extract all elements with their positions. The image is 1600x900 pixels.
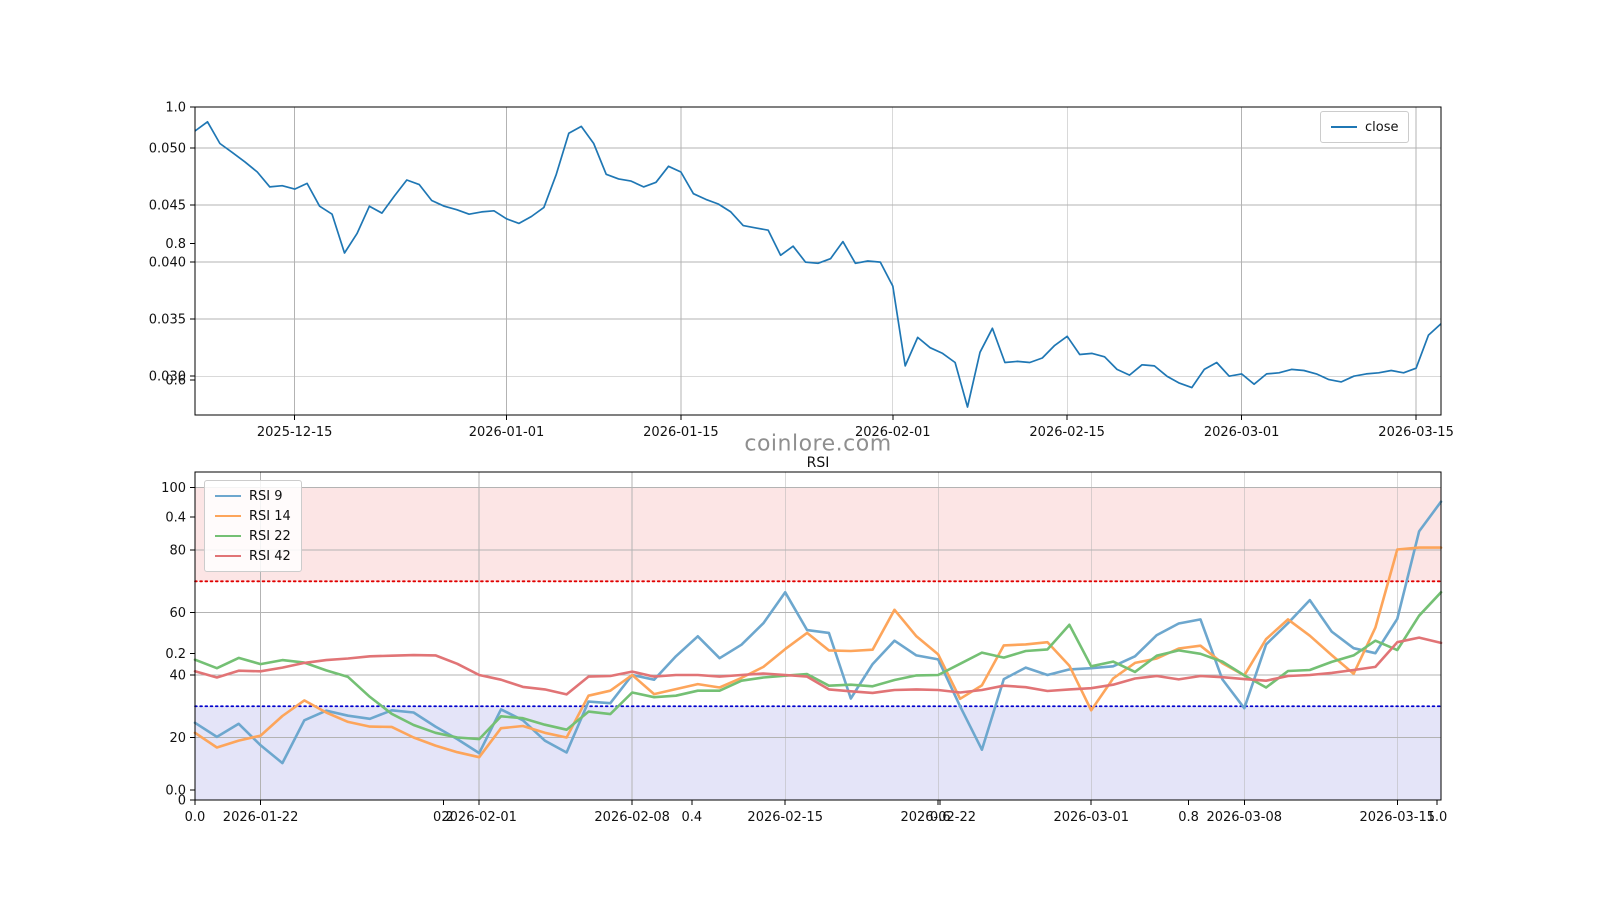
- price-y-tick-label: 0.050: [149, 142, 186, 157]
- legend-item-rsi42: RSI 42: [215, 546, 291, 566]
- price-axes-frame: [194, 106, 1442, 416]
- overbought-band: [195, 487, 1441, 582]
- price-x-tick-label: 2025-12-15: [257, 425, 333, 440]
- rsi9-line-sample: [215, 495, 241, 497]
- legend-label-close: close: [1365, 119, 1399, 135]
- overlay-y-tick-label: 0.8: [165, 237, 186, 252]
- rsi-y-tick-label: 40: [169, 669, 186, 684]
- rsi22-line-sample: [215, 535, 241, 537]
- close-line-sample: [1331, 126, 1357, 128]
- price-x-tick-label: 2026-02-01: [855, 425, 931, 440]
- rsi-9-line: [193, 500, 1443, 765]
- rsi-x-tick-label: 2026-02-01: [441, 810, 517, 825]
- rsi-y-tick-label: 80: [169, 544, 186, 559]
- legend-label-rsi9: RSI 9: [249, 488, 283, 504]
- price-y-tick-label: 0.045: [149, 199, 186, 214]
- close-line: [194, 120, 1442, 408]
- rsi-y-tick-label: 60: [169, 606, 186, 621]
- price-y-tick-label: 0.035: [149, 313, 186, 328]
- overlay-x-tick-label: 0.4: [681, 810, 702, 825]
- overlay-y-tick-label: 1.0: [165, 101, 186, 116]
- overlay-x-tick-label: 0.6: [930, 810, 951, 825]
- legend-label-rsi14: RSI 14: [249, 508, 291, 524]
- overlay-y-tick-label: 0.0: [165, 784, 186, 799]
- rsi-legend: RSI 9 RSI 14 RSI 22 RSI 42: [204, 480, 302, 572]
- rsi42-line-sample: [215, 555, 241, 557]
- rsi-x-tick-label: 2026-03-01: [1053, 810, 1129, 825]
- price-y-tick-label: 0.040: [149, 256, 186, 271]
- price-x-tick-label: 2026-01-15: [643, 425, 719, 440]
- overlay-y-tick-label: 0.4: [165, 510, 186, 525]
- legend-item-close: close: [1331, 117, 1398, 137]
- price-x-tick-label: 2026-02-15: [1029, 425, 1105, 440]
- rsi-x-tick-label: 2026-01-22: [223, 810, 299, 825]
- rsi-22-line: [193, 590, 1443, 741]
- rsi-x-tick-label: 2026-03-08: [1206, 810, 1282, 825]
- watermark: coinlore.com: [744, 431, 892, 457]
- price-y-tick-label: 0.030: [149, 370, 186, 385]
- overlay-y-tick-label: 0.2: [165, 647, 186, 662]
- rsi-x-tick-label: 2026-02-15: [747, 810, 823, 825]
- overlay-x-tick-label: 0.8: [1178, 810, 1199, 825]
- legend-item-rsi22: RSI 22: [215, 526, 291, 546]
- rsi-y-tick-label: 100: [161, 481, 186, 496]
- rsi14-line-sample: [215, 515, 241, 517]
- overlay-x-tick-label: 0.2: [433, 810, 454, 825]
- rsi-y-tick-label: 20: [169, 731, 186, 746]
- rsi-chart-title: RSI: [806, 455, 830, 471]
- oversold-band: [195, 706, 1441, 800]
- price-x-tick-label: 2026-01-01: [469, 425, 545, 440]
- rsi-x-tick-label: 2026-02-08: [594, 810, 670, 825]
- legend-item-rsi9: RSI 9: [215, 486, 291, 506]
- legend-label-rsi22: RSI 22: [249, 528, 291, 544]
- rsi-42-line: [193, 636, 1443, 696]
- rsi-x-tick-label: 2026-02-22: [900, 810, 976, 825]
- legend-label-rsi42: RSI 42: [249, 548, 291, 564]
- price-legend: close: [1320, 111, 1410, 143]
- rsi-x-tick-label: 2026-03-15: [1359, 810, 1435, 825]
- legend-item-rsi14: RSI 14: [215, 506, 291, 526]
- overlay-y-tick-label: 0.6: [165, 374, 186, 389]
- price-x-tick-label: 2026-03-01: [1204, 425, 1280, 440]
- rsi-axes-frame: [194, 471, 1442, 801]
- overlay-x-tick-label: 1.0: [1427, 810, 1448, 825]
- overlay-x-tick-label: 0.0: [185, 810, 206, 825]
- rsi-y-tick-label: 0: [178, 794, 186, 809]
- price-x-tick-label: 2026-03-15: [1378, 425, 1454, 440]
